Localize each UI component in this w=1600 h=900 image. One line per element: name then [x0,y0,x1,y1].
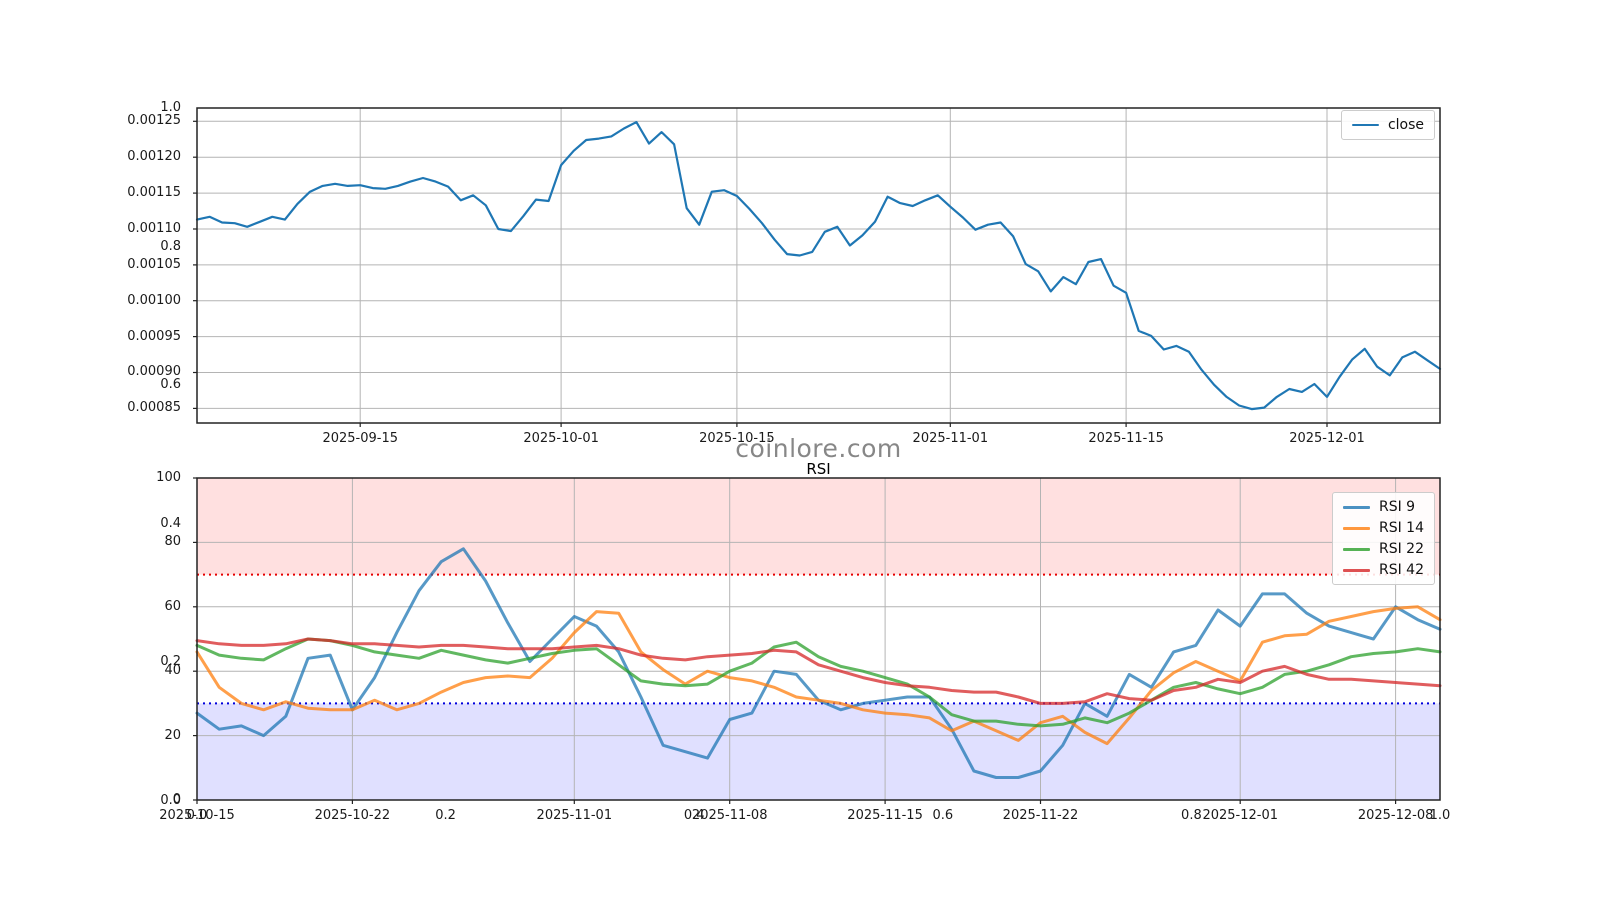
rsi-x-tick-label: 2025-10-15 [159,808,235,823]
price-x-tick-label: 2025-11-01 [912,431,989,446]
background-axis-x-tick-label: 0.8 [1181,808,1202,823]
legend-line-swatch [1342,568,1370,572]
legend-label: close [1387,117,1424,133]
background-axis-y-tick-label: 1.0 [160,100,181,115]
legend-line-swatch [1342,505,1370,509]
rsi-22-series-line [195,637,1442,728]
legend-line-swatch [1351,124,1379,126]
watermark-text: coinlore.com [735,434,902,463]
rsi-x-tick-label: 2025-11-22 [1002,808,1079,823]
rsi-chart-title: RSI [806,460,831,478]
rsi-y-tick-label: 40 [164,663,181,679]
rsi-y-tick-label: 100 [156,470,181,485]
price-y-tick-label: 0.00105 [127,256,181,272]
rsi-x-tick-label: 2025-12-01 [1202,808,1278,823]
rsi-y-tick-label: 60 [164,598,181,614]
price-axes-border [196,107,1441,424]
overbought-band [197,478,1440,575]
price-y-tick-label: 0.00120 [127,149,181,165]
legend-row: RSI 42 [1342,562,1424,578]
background-axis-x-tick-label: 0.6 [932,808,954,823]
background-axis-x-tick-label: 1.0 [1429,808,1451,823]
rsi-x-tick-label: 2025-12-08 [1357,808,1434,823]
background-axis-y-tick-label: 0.2 [160,654,181,670]
legend-line-swatch [1342,547,1370,551]
close-series-line [195,121,1442,411]
rsi-axes-border [196,477,1441,801]
rsi-y-tick-label: 20 [164,727,181,743]
price-legend: close [1340,110,1435,140]
legend-row: RSI 22 [1342,541,1424,557]
price-y-tick-label: 0.00095 [127,328,181,344]
price-y-tick-label: 0.00110 [127,220,181,236]
background-axis-y-tick-label: 0.8 [160,238,181,254]
price-x-tick-label: 2025-11-15 [1088,431,1164,446]
price-y-tick-label: 0.00090 [127,364,181,380]
background-axis-y-tick-label: 0.6 [160,377,181,393]
rsi-legend: RSI 9 RSI 14 RSI 22 RSI 42 [1331,492,1435,585]
price-y-tick-label: 0.00085 [127,400,181,416]
price-x-tick-label: 2025-10-15 [699,431,775,446]
legend-row: RSI 9 [1342,499,1424,515]
rsi-y-tick-label: 0 [172,792,181,807]
price-x-tick-label: 2025-09-15 [322,431,398,446]
rsi-14-series-line [195,605,1442,746]
background-axis-x-tick-label: 0.4 [683,808,705,823]
rsi-y-tick-label: 80 [164,534,181,550]
legend-row: close [1351,117,1424,133]
oversold-band [197,703,1440,800]
rsi-x-tick-label: 2025-10-22 [314,808,391,823]
rsi-42-series-line [195,637,1442,705]
price-x-tick-label: 2025-10-01 [523,431,599,446]
price-x-tick-label: 2025-12-01 [1289,431,1365,446]
rsi-x-tick-label: 2025-11-08 [691,808,768,823]
legend-row: RSI 14 [1342,520,1424,536]
price-y-tick-label: 0.00115 [127,185,181,201]
rsi-x-tick-label: 2025-11-15 [847,808,923,823]
background-axis-y-tick-label: 0.0 [160,793,181,808]
background-axis-x-tick-label: 0.0 [186,808,208,823]
price-y-tick-label: 0.00125 [127,113,181,129]
legend-label: RSI 22 [1378,541,1424,557]
background-axis-x-tick-label: 0.2 [435,808,456,823]
rsi-x-tick-label: 2025-11-01 [536,808,613,823]
background-axis-y-tick-label: 0.4 [160,515,181,531]
legend-line-swatch [1342,526,1370,530]
legend-label: RSI 14 [1378,520,1424,536]
legend-label: RSI 42 [1378,562,1424,578]
legend-label: RSI 9 [1378,499,1416,515]
price-y-tick-label: 0.00100 [127,292,181,308]
